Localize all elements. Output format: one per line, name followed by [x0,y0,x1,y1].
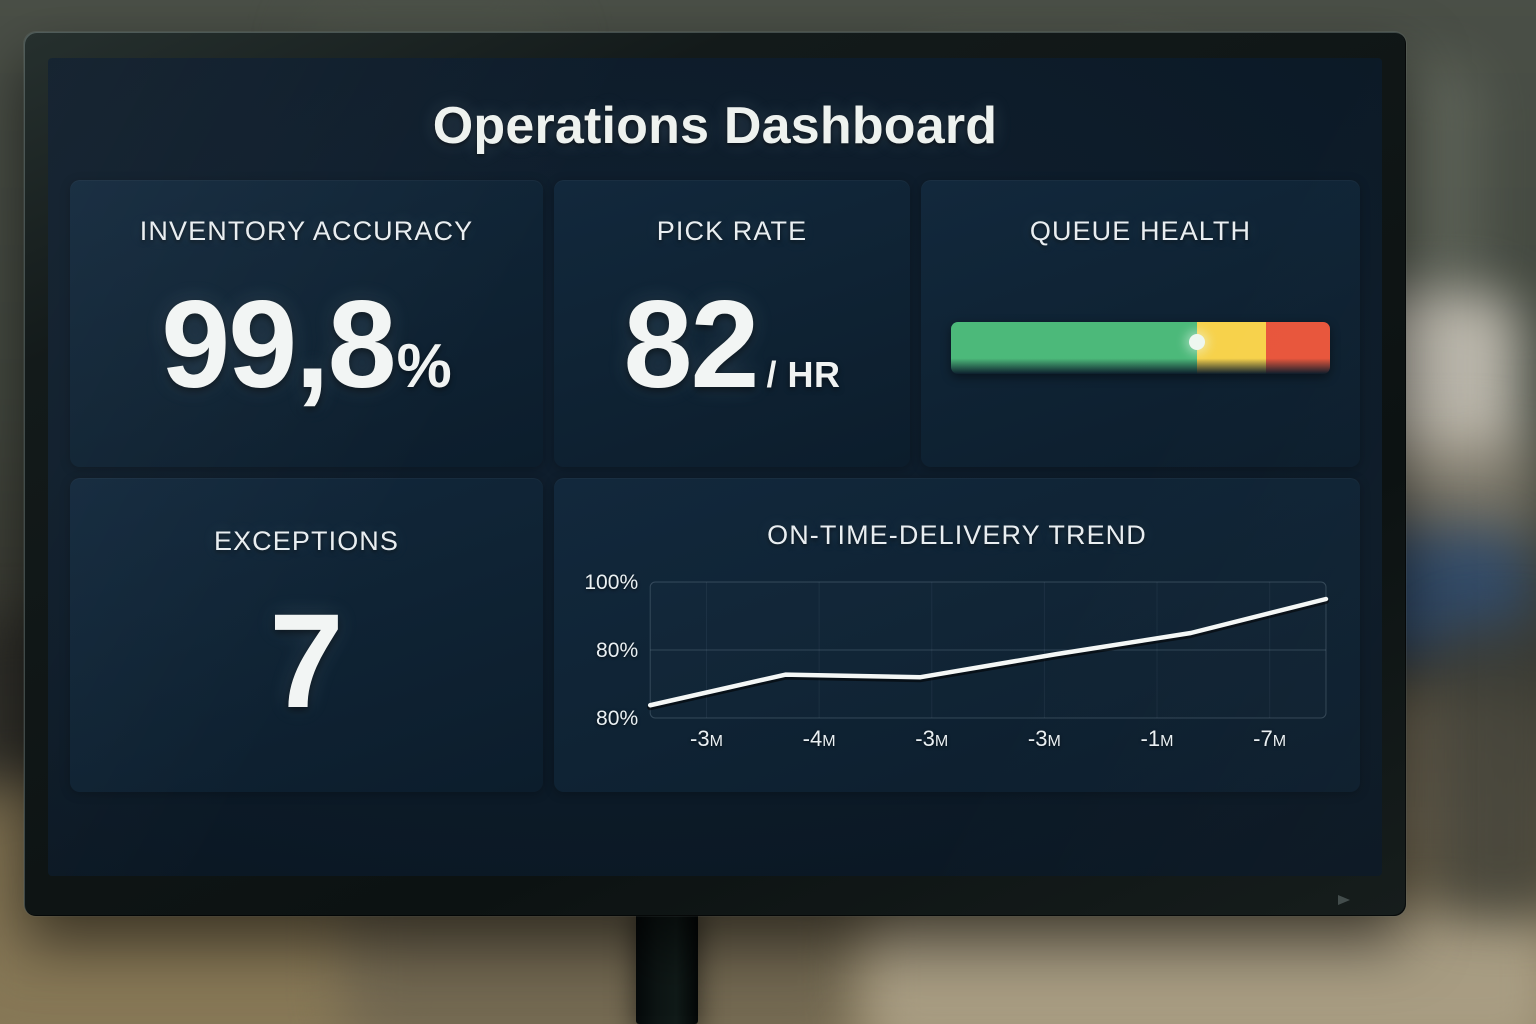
page-title: Operations Dashboard [432,97,998,155]
queue-health-gauge[interactable] [951,322,1330,374]
queue-health-bar[interactable] [951,322,1330,374]
line-chart-svg: 100% 80% 80% -3M -4M -3M -3M -1M -7M [584,574,1329,751]
line-chart[interactable]: 100% 80% 80% -3M -4M -3M -3M -1M -7M [572,574,1334,758]
card-inventory-accuracy-value-row: 99,8 % [70,276,543,414]
monitor-bezel: Operations Dashboard INVENTORY ACCURACY … [24,32,1406,916]
card-inventory-accuracy-label: INVENTORY ACCURACY [139,216,474,246]
card-queue-health-label: QUEUE HEALTH [1029,216,1252,246]
kpi-row-top: INVENTORY ACCURACY 99,8 % PICK RATE 82 /… [70,180,1360,467]
card-pick-rate[interactable]: PICK RATE 82 / HR [554,180,910,467]
card-pick-rate-value-row: 82 / HR [554,276,910,414]
chart-x-axis-tick-label: -7M [1253,726,1286,751]
exceptions-value: 7 [269,587,344,736]
chart-y-axis-tick-label: 100% [584,574,638,594]
queue-health-segment-good [951,322,1198,374]
inventory-accuracy-value: 99,8 [161,276,396,414]
card-exceptions[interactable]: EXCEPTIONS 7 [70,478,543,792]
chart-y-axis-tick-label: 80% [596,639,638,662]
card-inventory-accuracy[interactable]: INVENTORY ACCURACY 99,8 % [70,180,543,467]
chart-y-axis-tick-label: 80% [596,707,638,730]
chart-x-axis-tick-label: -3M [915,726,948,751]
chart-line-series [647,596,1329,708]
kpi-row-bottom: EXCEPTIONS 7 ON-TIME-DELIVERY TREND 100%… [70,478,1360,792]
chart-x-axis-tick-label: -3M [690,726,723,751]
chart-x-axis-tick-label: -4M [803,726,836,751]
monitor-brand-logo-icon [1338,895,1350,905]
queue-health-marker-dot [1189,334,1206,350]
card-trend-label: ON-TIME-DELIVERY TREND [767,520,1147,550]
chart-x-axis-tick-label: -3M [1028,726,1061,751]
card-exceptions-label: EXCEPTIONS [213,526,400,556]
queue-health-segment-warning [1197,322,1266,374]
card-on-time-delivery-trend[interactable]: ON-TIME-DELIVERY TREND 100% 80% 80% -3M -4M -… [554,478,1360,792]
card-exceptions-value-row: 7 [70,587,543,736]
background-blur-shape [1430,620,1536,920]
card-queue-health[interactable]: QUEUE HEALTH [921,180,1360,467]
pick-rate-unit: / HR [766,354,841,395]
card-pick-rate-label: PICK RATE [656,216,808,246]
dashboard-screen: Operations Dashboard INVENTORY ACCURACY … [48,58,1382,876]
background-blur-shape [860,900,1536,1024]
queue-health-segment-critical [1265,322,1330,374]
chart-x-axis-tick-label: -1M [1141,726,1174,751]
pick-rate-value: 82 [623,276,760,414]
inventory-accuracy-unit: % [396,332,452,401]
chart-plot-frame [649,581,1327,719]
monitor-stand-neck [636,900,698,1024]
